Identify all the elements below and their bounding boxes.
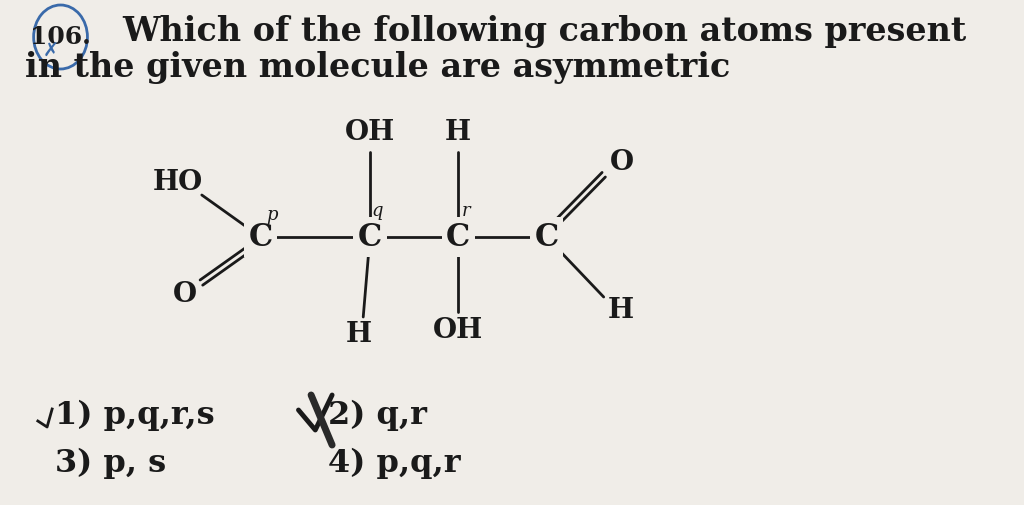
Text: in the given molecule are asymmetric: in the given molecule are asymmetric (26, 50, 730, 83)
Text: OH: OH (433, 317, 483, 343)
Text: r: r (462, 202, 470, 220)
Text: C: C (535, 222, 559, 252)
Text: O: O (173, 281, 197, 309)
Text: H: H (607, 296, 634, 324)
Text: C: C (357, 222, 382, 252)
Text: ✗: ✗ (42, 41, 58, 61)
Text: H: H (445, 119, 471, 145)
Text: C: C (249, 222, 272, 252)
Text: 1) p,q,r,s: 1) p,q,r,s (54, 399, 214, 431)
Text: 106.: 106. (30, 25, 91, 49)
Text: OH: OH (345, 119, 395, 145)
Text: C: C (446, 222, 470, 252)
Text: p: p (266, 206, 279, 224)
Text: 2) q,r: 2) q,r (328, 399, 427, 431)
Text: q: q (372, 202, 383, 220)
Text: Which of the following carbon atoms present: Which of the following carbon atoms pres… (122, 15, 967, 47)
Text: 3) p, s: 3) p, s (54, 447, 166, 479)
Text: O: O (610, 149, 634, 177)
Text: H: H (346, 322, 372, 348)
Text: HO: HO (154, 170, 204, 196)
Text: 4) p,q,r: 4) p,q,r (328, 447, 461, 479)
